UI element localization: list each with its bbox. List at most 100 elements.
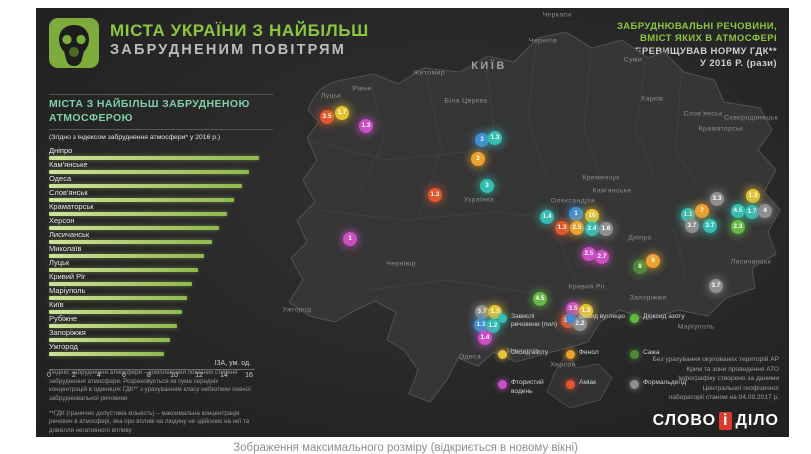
bar [49,212,227,217]
pollution-marker-nitrogen_oxide: 1.7 [335,106,349,120]
map-city-label: Чернівці [386,260,416,268]
bar [49,268,198,273]
pollutants-header-line2: ВМІСТ ЯКИХ В АТМОСФЕРІ [640,33,777,45]
logo-slovo: СЛОВО [652,412,717,429]
bar-row: Одеса [49,175,273,189]
ukraine-outline-svg [288,31,781,409]
map-legend: Завислі речовини (пил) Оксид вуглецю Діокс… [498,313,694,396]
legend-item-soot: Сажа [630,349,692,360]
map-city-label: Чернігів [528,37,558,45]
bar-city-label: Кривий Ріг [49,272,86,282]
carbon_monoxide-dot-icon [566,314,575,323]
pollution-marker-nitrogen_oxide: 1.3 [746,189,760,203]
map-city-label: Дніпро [628,234,652,242]
map-city-label: Українка [463,196,495,204]
bar-city-label: Кам'янське [49,160,88,170]
map-city-label: Кременчук [582,174,620,182]
slovo-i-dilo-logo: СЛОВО і ДІЛО [653,412,779,430]
bar-row: Луцьк [49,258,273,273]
bar [49,352,164,357]
map-city-label: Кривий Ріг [568,283,606,291]
bar-row: Краматорськ [49,202,273,217]
footnote-iza: *Індекс забруднення атмосфери – комплекс… [49,369,251,403]
axis-tick: 10 [170,372,178,380]
legend-item-hydrogen_fluoride: Фтористий водень [498,379,564,395]
legend-item-ammonia: Аміак [566,379,628,395]
bar-row: Кривий Ріг [49,272,273,287]
pollution-marker-hydrogen_fluoride: 1.3 [359,119,373,133]
legend-label: Формальдегід [643,379,687,387]
ammonia-dot-icon [566,380,575,390]
map-city-label: Харків [640,95,664,103]
pollution-marker-dust: 4.5 [731,204,745,218]
pollution-marker-nitrogen_dioxide: 4.5 [533,292,547,306]
source-line: Без урахування окупованих територій АР [652,356,779,363]
map-city-label: Кам'янське [592,187,632,195]
map-city-label: Краматорськ [698,125,744,133]
bar-city-label: Краматорськ [49,202,94,212]
infographic-title-line2: ЗАБРУДНЕНИМ ПОВІТРЯМ [110,42,347,58]
formaldehyde-dot-icon [630,380,639,390]
legend-item-formaldehyde: Формальдегід [630,379,692,395]
pollution-marker-carbon_monoxide: 1 [569,207,583,221]
bar [49,184,242,189]
pollution-marker-hydrogen_fluoride: 1.4 [478,331,492,345]
pollution-marker-nitrogen_oxide: 1.3 [579,304,593,318]
source-line: Крим та зони проведення АТО [686,365,779,373]
axis-tick: 4 [97,372,101,380]
map-city-label: Черкаси [542,11,572,19]
logo-dilo: ДІЛО [735,412,779,429]
pollution-marker-phenol: 7 [695,204,709,218]
oblast-borders [307,41,702,293]
bar [49,170,249,175]
bar-row: Київ [49,300,273,315]
pollution-marker-dust: 1.7 [745,205,759,219]
crimea-outline [546,350,613,409]
source-note: Без урахування окупованих територій АР Кр… [609,355,779,403]
chart-unit-label: ІЗА, ум. од. [214,360,251,368]
map-city-label: Херсон [550,361,576,369]
bar [49,310,182,315]
pollution-marker-carbon_monoxide: 3 [475,133,489,147]
logo-i-red-square: і [719,412,733,430]
pollution-marker-ammonia: 1.3 [428,188,442,202]
pollutants-header: ЗАБРУДНЮВАЛЬНІ РЕЧОВИНИ, ВМІСТ ЯКИХ В АТ… [617,21,777,70]
pollution-marker-carbon_monoxide: 1.3 [474,318,488,332]
source-line: лабораторії станом на 04.09.2017 р. [668,394,779,402]
bar-city-label: Рубіжне [49,314,78,324]
legend-label: Фенол [579,349,599,357]
bar-city-label: Луцьк [49,258,70,268]
map-city-label: Луцьк [320,92,342,100]
pollution-marker-hydrogen_fluoride: 1 [343,232,357,246]
map-city-label: Лисичанськ [730,258,772,266]
bar-city-label: Київ [49,300,64,310]
bar-row: Маріуполь [49,286,273,301]
pollution-marker-formaldehyde: 3.7 [685,219,699,233]
fullsize-image-link[interactable]: Зображення максимального розміру (відкри… [233,442,578,454]
nitrogen_dioxide-dot-icon [630,314,639,323]
pollution-marker-dust: 3 [480,179,494,193]
axis-tick: 8 [147,372,151,380]
chart-subtitle: (Згідно з індексом забруднення атмосфери… [49,134,221,142]
pollution-marker-dust: 1.4 [540,210,554,224]
bar-city-label: Запоріжжя [49,328,86,338]
legend-item-carbon_monoxide: Оксид вуглецю [566,313,628,329]
chart-title: МІСТА З НАЙБІЛЬШ ЗАБРУДНЕНОЮ АТМОСФЕРОЮ [49,94,273,131]
pollutants-header-line3: ПЕРЕВИЩУВАВ НОРМУ ГДК** [627,45,777,57]
pollution-marker-formaldehyde: 2.2 [573,317,587,331]
bar-row: Ужгород [49,343,273,357]
pollution-marker-formaldehyde: 4 [758,204,772,218]
bar [49,198,234,203]
bar-city-label: Лисичанськ [49,230,90,240]
bar-city-label: Маріуполь [49,286,86,296]
bar-row: Дніпро [49,147,273,161]
pollution-marker-dust: 1.3 [488,131,502,145]
pollution-marker-dust: 2.4 [585,222,599,236]
bar [49,156,259,161]
pollution-marker-nitrogen_dioxide: 2.3 [731,220,745,234]
map-city-label: Сєвєродонецьк [724,114,778,122]
legend-label: Оксид азоту [511,349,549,357]
pollutants-header-line1: ЗАБРУДНЮВАЛЬНІ РЕЧОВИНИ, [616,21,777,32]
map-city-label: Ужгород [282,306,312,314]
axis-tick: 14 [220,372,228,380]
